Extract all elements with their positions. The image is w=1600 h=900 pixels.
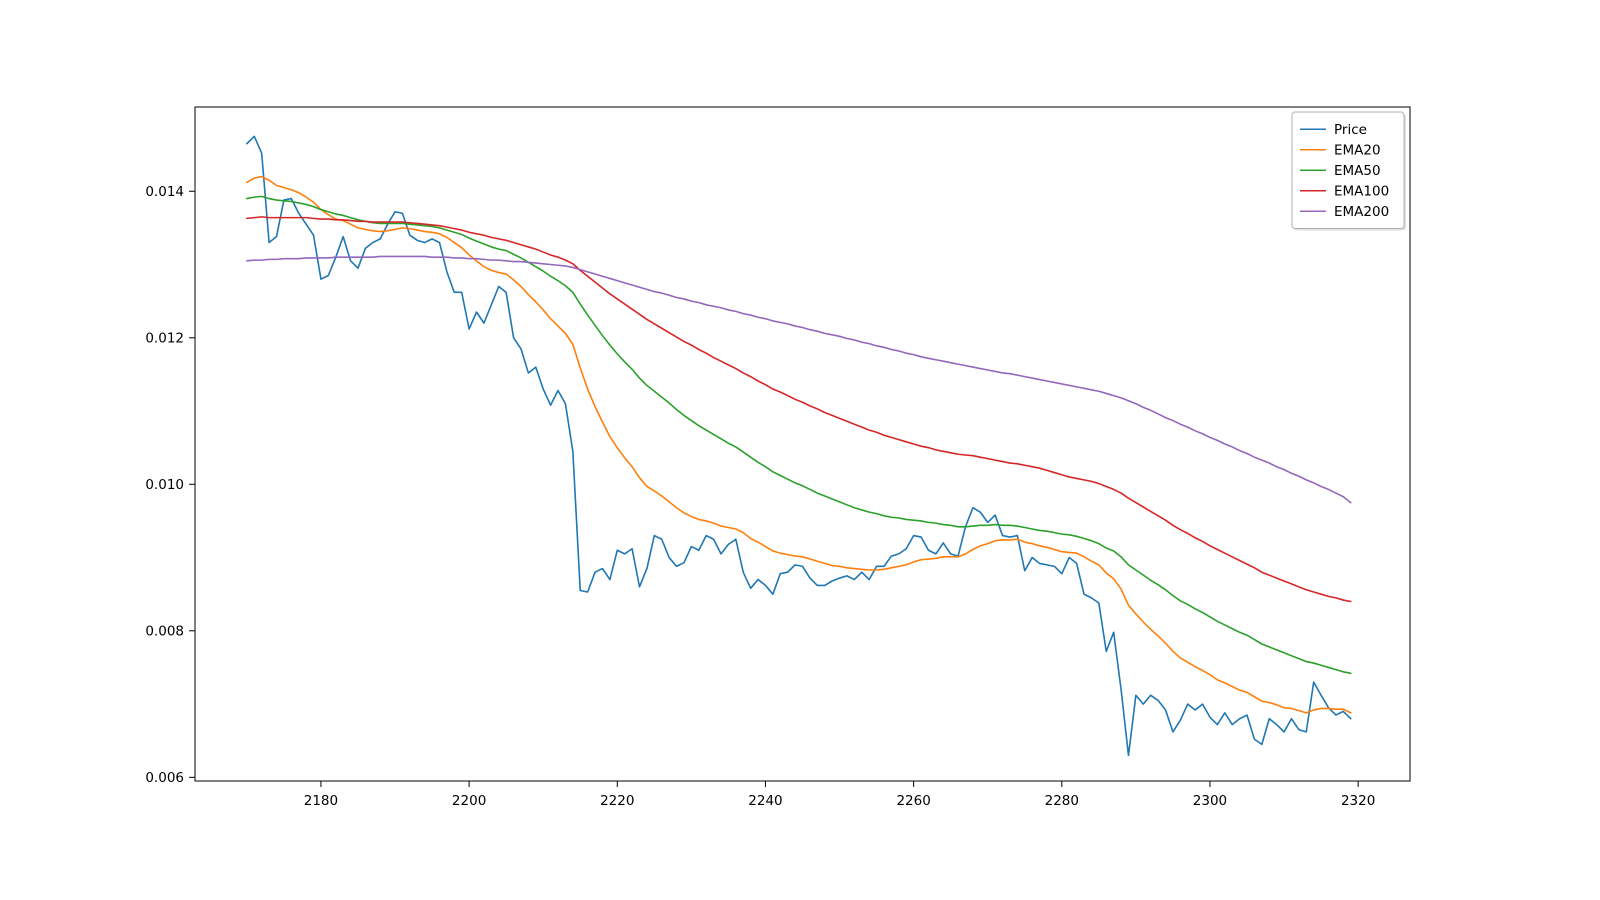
x-tick-label: 2180	[304, 793, 338, 809]
x-tick-label: 2280	[1045, 793, 1079, 809]
legend-label: EMA20	[1334, 142, 1381, 158]
legend: Price EMA20 EMA50 EMA100 EMA200	[1291, 111, 1406, 231]
x-tick-label: 2300	[1193, 793, 1227, 809]
x-tick-label: 2320	[1341, 793, 1375, 809]
ema100-line	[246, 216, 1352, 603]
ema200-line	[246, 255, 1352, 504]
price-line	[246, 135, 1352, 757]
legend-entry-ema200: EMA200	[1300, 204, 1389, 220]
x-tick-label: 2260	[896, 793, 930, 809]
ema20-line	[246, 175, 1352, 714]
legend-entry-ema20: EMA20	[1300, 142, 1381, 158]
legend-entry-price: Price	[1300, 122, 1367, 138]
legend-entry-ema100: EMA100	[1300, 183, 1389, 199]
x-tick-label: 2200	[452, 793, 486, 809]
y-tick-label: 0.014	[145, 184, 184, 200]
legend-label: EMA100	[1334, 183, 1389, 199]
legend-label: Price	[1334, 122, 1367, 138]
legend-frame	[1291, 111, 1405, 229]
x-tick-label: 2240	[748, 793, 782, 809]
legend-label: EMA50	[1334, 163, 1381, 179]
y-tick-label: 0.006	[145, 770, 184, 786]
y-tick-label: 0.010	[145, 477, 184, 493]
x-tick-label: 2220	[600, 793, 634, 809]
axes-frame	[194, 106, 1411, 782]
y-tick-label: 0.008	[145, 623, 184, 639]
legend-label: EMA200	[1334, 204, 1389, 220]
ema50-line	[246, 195, 1352, 675]
y-tick-label: 0.012	[145, 330, 184, 346]
legend-entry-ema50: EMA50	[1300, 163, 1381, 179]
